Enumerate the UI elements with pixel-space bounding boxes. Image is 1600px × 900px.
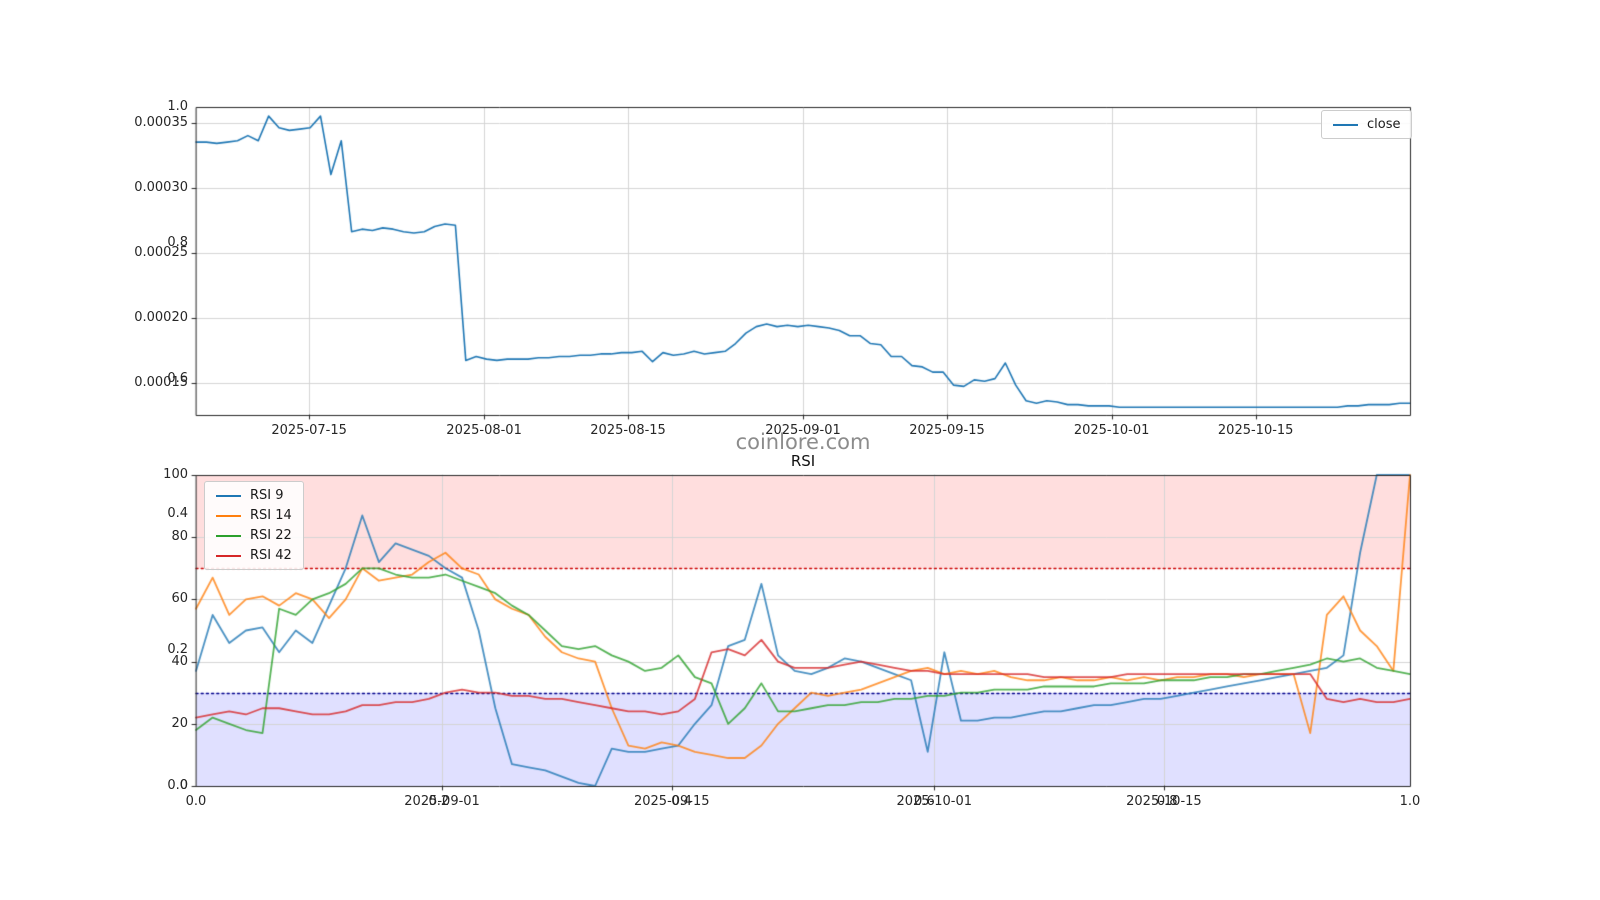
rsi-9-line-swatch <box>216 494 241 497</box>
x-tick-label: 0.0 <box>185 794 207 809</box>
x-tick-label: 2025-10-15 <box>1126 794 1202 809</box>
legend-item-rsi-22: RSI 22 <box>216 528 292 543</box>
y-tick-label: 0.6 <box>167 370 188 386</box>
legend-label-rsi-22: RSI 22 <box>250 528 292 543</box>
x-tick-label: 0.4 <box>671 794 692 809</box>
legend-close: close <box>1321 110 1413 139</box>
y-tick-label: 60 <box>171 591 188 607</box>
y-tick-label: 1.0 <box>167 99 188 114</box>
x-tick-label: 0.6 <box>914 794 935 809</box>
rsi-22-line-swatch <box>216 534 241 537</box>
legend-item-rsi-14: RSI 14 <box>216 508 292 523</box>
y-tick-label: 0 <box>179 778 188 793</box>
x-tick-label: 2025-09-01 <box>765 423 841 438</box>
y-tick-label: 0.00030 <box>134 179 188 195</box>
legend-label-rsi-42: RSI 42 <box>250 548 292 563</box>
legend-label-rsi-14: RSI 14 <box>250 508 292 523</box>
legend-item-close: close <box>1333 117 1400 132</box>
x-tick-label: 2025-08-01 <box>446 423 522 438</box>
y-tick-label: 0.00020 <box>134 309 188 325</box>
y-tick-label: 0.00025 <box>134 244 188 260</box>
legend-rsi: RSI 9 RSI 14 RSI 22 RSI 42 <box>204 481 304 570</box>
rsi-chart-title: RSI <box>790 452 816 470</box>
y-tick-label: 0.00015 <box>134 374 188 390</box>
x-tick-label: 2025-10-01 <box>896 794 972 809</box>
rsi-14-line-swatch <box>216 514 241 517</box>
legend-item-rsi-9: RSI 9 <box>216 488 292 503</box>
y-tick-label: 40 <box>171 653 188 669</box>
y-tick-label: 0.4 <box>167 506 188 522</box>
x-tick-label: 2025-09-01 <box>404 794 480 809</box>
x-tick-label: 0.2 <box>428 794 450 809</box>
rsi-42-line-swatch <box>216 554 241 557</box>
y-tick-label: 0.2 <box>167 642 188 658</box>
y-tick-label: 100 <box>163 467 188 482</box>
y-tick-label: 0.8 <box>167 234 188 250</box>
y-tick-label: 0.0 <box>167 778 188 793</box>
close-line-swatch <box>1333 123 1358 126</box>
x-tick-label: 0.8 <box>1156 794 1178 809</box>
legend-label-rsi-9: RSI 9 <box>250 488 284 503</box>
x-tick-label: 2025-09-15 <box>909 423 985 438</box>
watermark: coinlore.com <box>735 430 871 454</box>
x-tick-label: 2025-10-01 <box>1073 423 1150 438</box>
x-tick-label: 2025-09-15 <box>633 794 710 809</box>
y-tick-label: 20 <box>171 715 188 731</box>
x-tick-label: 1.0 <box>1399 794 1421 809</box>
y-tick-label: 0.00035 <box>134 114 188 130</box>
legend-label-close: close <box>1367 117 1401 132</box>
legend-item-rsi-42: RSI 42 <box>216 548 292 563</box>
x-tick-label: 2025-08-15 <box>590 423 666 438</box>
y-tick-label: 80 <box>171 529 188 545</box>
x-tick-label: 2025-07-15 <box>271 423 347 438</box>
x-tick-label: 2025-10-15 <box>1217 423 1294 438</box>
